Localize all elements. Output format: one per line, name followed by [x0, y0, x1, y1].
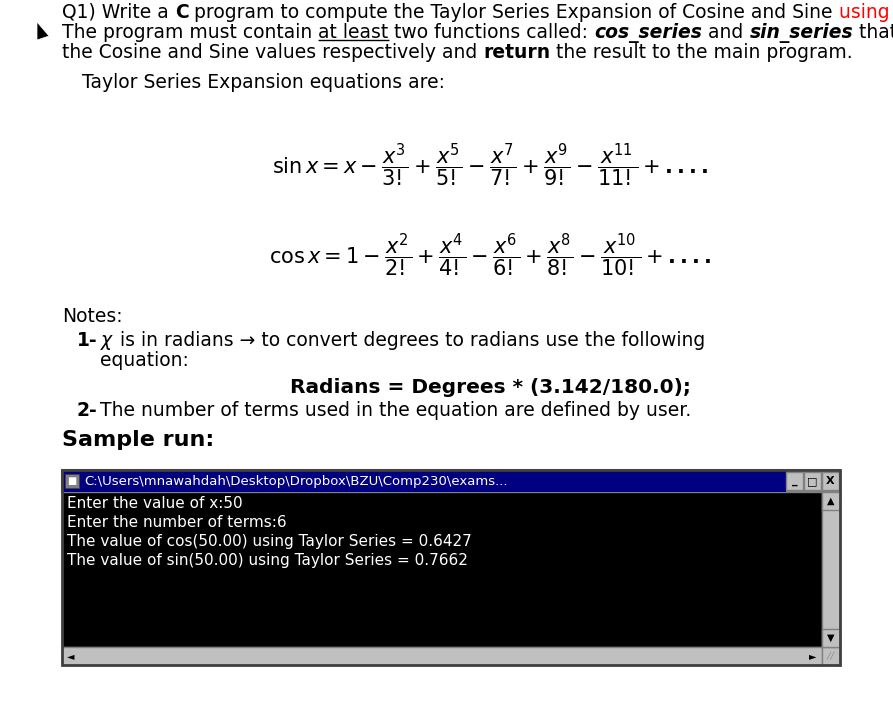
Bar	[62, 470, 840, 665]
Bar	[62, 492, 822, 647]
Text: cos_series: cos_series	[595, 23, 703, 43]
Text: Taylor Series Expansion equations are:: Taylor Series Expansion equations are:	[82, 73, 445, 92]
Text: is in radians → to convert degrees to radians use the following: is in radians → to convert degrees to ra…	[114, 331, 705, 350]
Bar	[822, 629, 840, 647]
Text: ╱╱: ╱╱	[827, 652, 835, 660]
Text: return: return	[483, 43, 550, 62]
Text: using loops: using loops	[839, 3, 893, 22]
Text: $\mathrm{cos}\, x = 1 - \dfrac{x^2}{2!} + \dfrac{x^4}{4!} - \dfrac{x^6}{6!} + \d: $\mathrm{cos}\, x = 1 - \dfrac{x^2}{2!} …	[269, 231, 711, 279]
Text: at least: at least	[318, 23, 388, 42]
Polygon shape	[37, 22, 49, 40]
Text: _: _	[792, 476, 797, 486]
Text: X: X	[826, 476, 835, 486]
Text: the result to the main program.: the result to the main program.	[550, 43, 853, 62]
Bar	[786, 472, 803, 490]
Text: sin_series: sin_series	[749, 23, 853, 43]
Bar	[822, 492, 840, 647]
Text: 1-: 1-	[77, 331, 97, 350]
Text: $\mathrm{sin}\, x = x - \dfrac{x^3}{3!} + \dfrac{x^5}{5!} - \dfrac{x^7}{7!} + \d: $\mathrm{sin}\, x = x - \dfrac{x^3}{3!} …	[272, 141, 708, 189]
Bar	[822, 492, 840, 510]
Text: Notes:: Notes:	[62, 307, 122, 326]
Text: the Cosine and Sine values respectively and: the Cosine and Sine values respectively …	[62, 43, 483, 62]
Bar	[65, 474, 79, 488]
Text: two functions called:: two functions called:	[388, 23, 595, 42]
Bar	[62, 647, 822, 665]
Text: ◄: ◄	[67, 651, 75, 661]
Text: The program must contain: The program must contain	[62, 23, 318, 42]
Text: ►: ►	[809, 651, 817, 661]
Text: program to compute the Taylor Series Expansion of Cosine and Sine: program to compute the Taylor Series Exp…	[188, 3, 839, 22]
Text: ■: ■	[67, 476, 77, 486]
Bar	[822, 472, 839, 490]
Text: The value of sin(50.00) using Taylor Series = 0.7662: The value of sin(50.00) using Taylor Ser…	[67, 553, 468, 568]
Text: and: and	[703, 23, 749, 42]
Text: C: C	[175, 3, 188, 22]
Text: Sample run:: Sample run:	[62, 430, 214, 450]
Text: that compute: that compute	[853, 23, 893, 42]
Text: C:\Users\mnawahdah\Desktop\Dropbox\BZU\Comp230\exams...: C:\Users\mnawahdah\Desktop\Dropbox\BZU\C…	[84, 474, 507, 488]
Text: Q1) Write a: Q1) Write a	[62, 3, 175, 22]
Text: equation:: equation:	[100, 351, 189, 370]
Text: Enter the value of x:50: Enter the value of x:50	[67, 496, 243, 511]
Text: 2-: 2-	[77, 401, 97, 420]
Text: Radians = Degrees * (3.142/180.0);: Radians = Degrees * (3.142/180.0);	[289, 378, 690, 397]
Bar	[62, 470, 786, 492]
Bar	[804, 472, 821, 490]
Text: ▼: ▼	[827, 633, 835, 643]
Text: The value of cos(50.00) using Taylor Series = 0.6427: The value of cos(50.00) using Taylor Ser…	[67, 534, 472, 549]
Bar	[62, 470, 840, 492]
Text: ▲: ▲	[827, 496, 835, 506]
Text: Enter the number of terms:6: Enter the number of terms:6	[67, 515, 287, 530]
Bar	[822, 647, 840, 665]
Text: The number of terms used in the equation are defined by user.: The number of terms used in the equation…	[100, 401, 691, 420]
Text: $\chi$: $\chi$	[100, 333, 114, 352]
Text: □: □	[807, 476, 818, 486]
